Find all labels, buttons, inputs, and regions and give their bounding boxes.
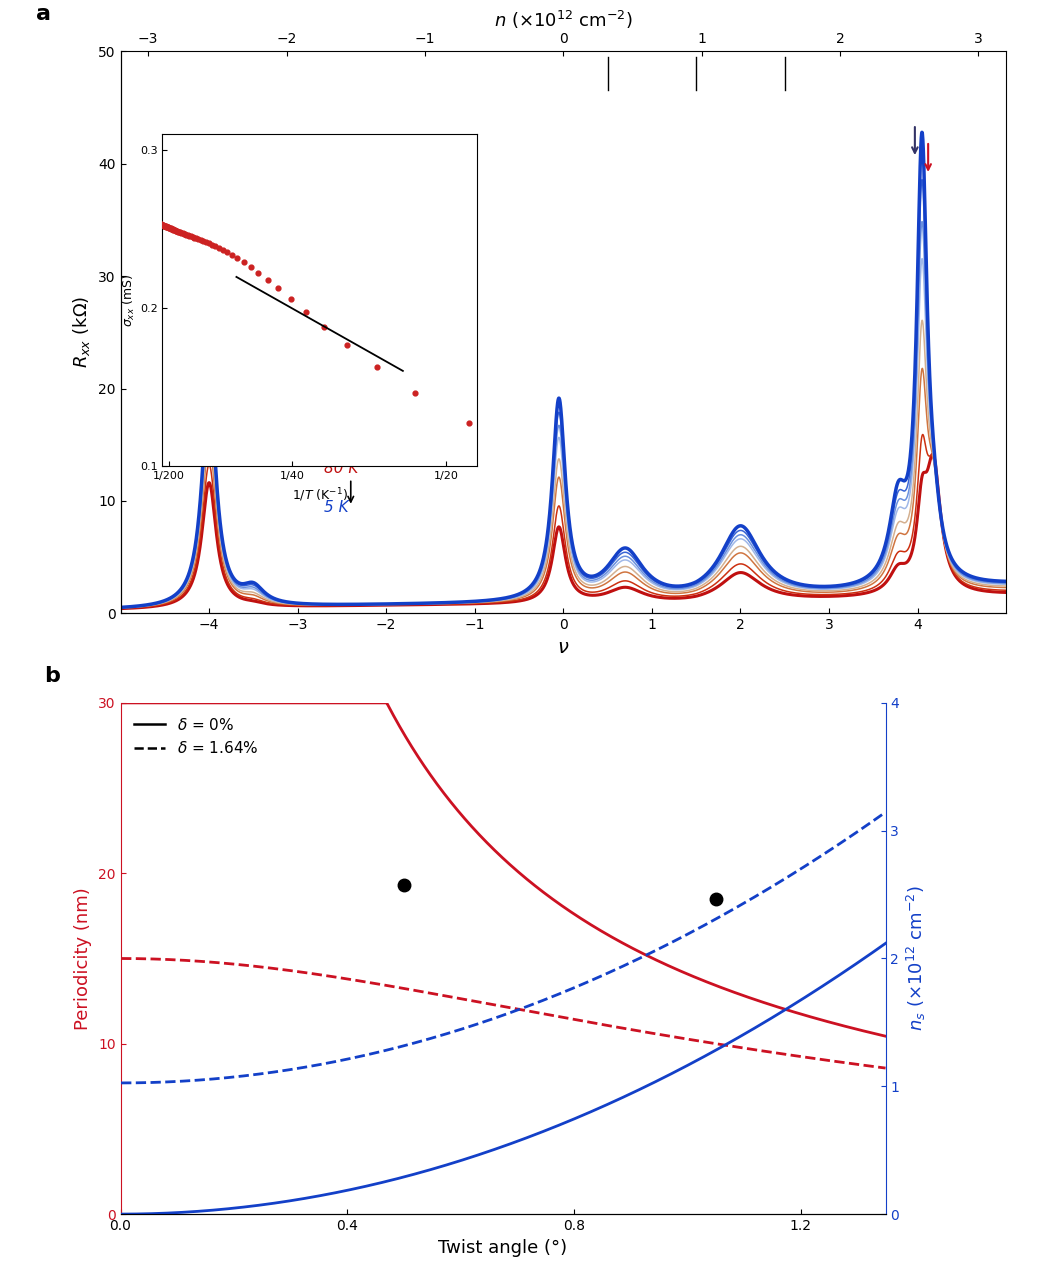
Point [152,213,169,234]
Point [152,215,169,235]
Point [159,217,176,238]
Point [156,216,173,236]
Point [461,413,478,433]
Point [203,234,220,254]
Point [188,229,204,249]
Point [175,224,192,244]
Point [153,215,170,235]
Point [172,222,189,243]
Point [368,357,385,377]
Y-axis label: $n_s$ ($\times$10$^{12}$ cm$^{-2}$): $n_s$ ($\times$10$^{12}$ cm$^{-2}$) [904,886,927,1031]
Point [230,248,246,268]
Point [153,215,170,235]
Point [162,219,179,239]
Point [150,213,167,234]
Point [151,213,168,234]
Text: 80 K: 80 K [324,461,358,475]
Point [182,226,199,247]
Point [179,225,196,245]
Legend: $\delta$ = 0%, $\delta$ = 1.64%: $\delta$ = 0%, $\delta$ = 1.64% [128,711,265,763]
Point [250,262,267,282]
Point [541,447,558,468]
X-axis label: $\nu$: $\nu$ [558,638,569,657]
Point [219,242,236,262]
Point [159,217,176,238]
Point [173,222,190,243]
Point [167,220,183,240]
Point [270,279,287,299]
Point [163,219,180,239]
Point [195,231,212,252]
Point [154,215,171,235]
Point [160,217,177,238]
Point [155,215,172,235]
Point [171,222,188,243]
Text: 5 K: 5 K [324,500,349,515]
Point [155,216,172,236]
Text: a: a [37,4,51,24]
Point [200,233,217,253]
Point [166,220,182,240]
Point [154,215,171,235]
Point [165,219,181,239]
Point [161,217,178,238]
Point [235,252,252,272]
Point [298,302,314,322]
X-axis label: $n$ ($\times$10$^{12}$ cm$^{-2}$): $n$ ($\times$10$^{12}$ cm$^{-2}$) [494,9,633,31]
Point [158,216,175,236]
Point [157,216,174,236]
Point [156,216,173,236]
Point [177,224,194,244]
Point [155,216,172,236]
Point [153,215,170,235]
Point [181,226,198,247]
Y-axis label: Periodicity (nm): Periodicity (nm) [74,887,92,1030]
Point [187,227,203,248]
Point [259,270,276,290]
Point [151,213,168,234]
Point [152,215,169,235]
Point [160,217,177,238]
Point [154,215,171,235]
Point [407,383,423,404]
X-axis label: Twist angle (°): Twist angle (°) [438,1238,568,1256]
Text: b: b [44,666,60,686]
Point [1010,534,1027,555]
Point [178,225,195,245]
Point [174,224,191,244]
Point [190,229,206,249]
Point [152,213,169,234]
Y-axis label: $\sigma_{xx}$ (mS): $\sigma_{xx}$ (mS) [121,273,137,327]
Point [206,235,223,256]
Y-axis label: $R_{xx}$ (k$\Omega$): $R_{xx}$ (k$\Omega$) [71,296,92,368]
Point [151,213,168,234]
Point [214,239,231,259]
X-axis label: $1/T$ (K$^{-1}$): $1/T$ (K$^{-1}$) [291,487,348,505]
Point [169,221,185,242]
Point [161,219,178,239]
Point [211,238,227,258]
Point [193,230,210,250]
Point [283,289,300,309]
Point [168,221,184,242]
Point [223,244,240,265]
Point [162,219,179,239]
Point [197,231,214,252]
Point [242,257,259,277]
Point [165,220,181,240]
Point [151,213,168,234]
Point [158,216,175,236]
Point [184,226,201,247]
Point [157,216,174,236]
Point [316,317,333,337]
Point [339,335,355,355]
Point [168,220,184,240]
Point [170,221,187,242]
Point [150,213,167,234]
